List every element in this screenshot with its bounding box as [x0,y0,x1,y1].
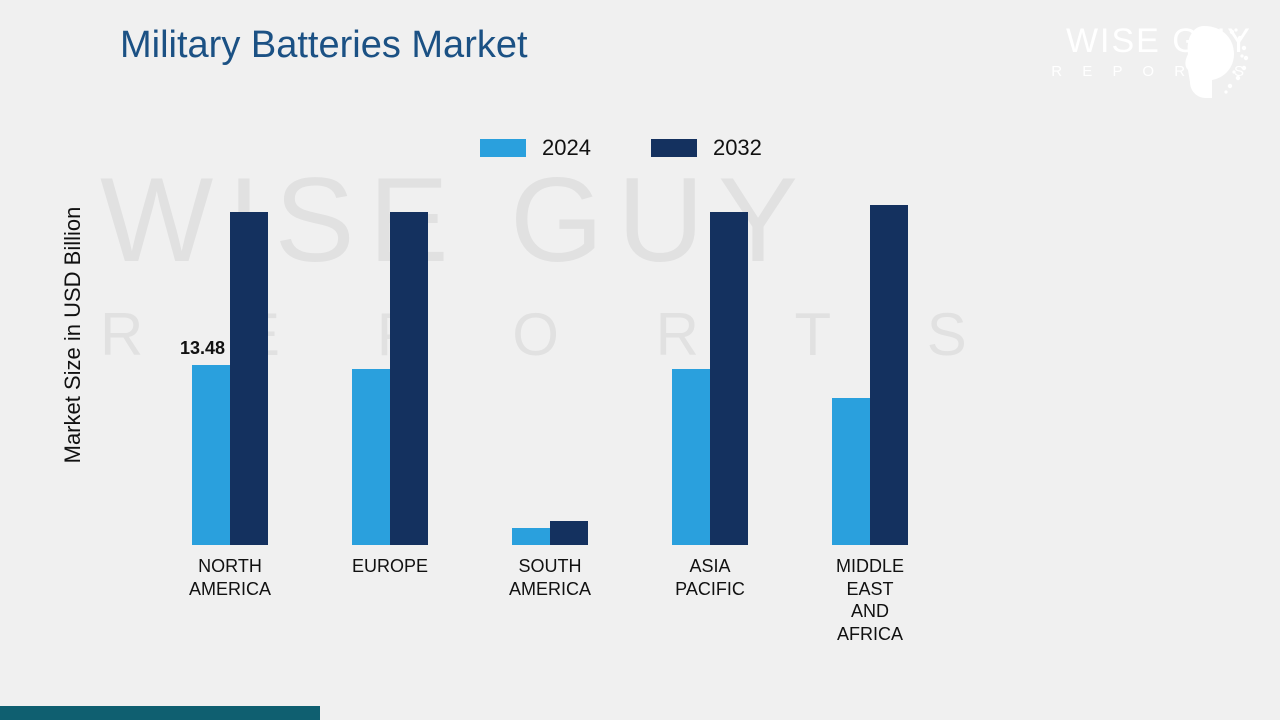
bar [832,398,870,545]
chart-title: Military Batteries Market [120,24,528,67]
bar [672,369,710,545]
y-axis-label: Market Size in USD Billion [60,135,86,535]
chart-canvas: WISE GUY R E P O R T S Military Batterie… [0,0,1280,720]
bottom-accent-strip [0,706,320,720]
logo-main-text: WISE GUY [1051,22,1252,61]
bar-value-label: 13.48 [180,338,225,359]
plot-area: 13.48NORTHAMERICAEUROPESOUTHAMERICAASIAP… [130,145,950,545]
bar [230,212,268,545]
chart-area: Market Size in USD Billion 2024 2032 13.… [60,135,960,695]
brand-logo: WISE GUY R E P O R T S [1051,22,1252,80]
bar [192,365,230,545]
x-axis-label: MIDDLEEASTANDAFRICA [800,555,940,645]
x-axis-label: ASIAPACIFIC [640,555,780,600]
x-axis-label: EUROPE [320,555,460,578]
bar [352,369,390,545]
bar [710,212,748,545]
right-panel [960,0,1280,720]
bar [390,212,428,545]
bar [550,521,588,545]
bar [512,528,550,545]
logo-sub-text: R E P O R T S [1051,63,1252,80]
x-axis-label: NORTHAMERICA [160,555,300,600]
bar [870,205,908,545]
x-axis-label: SOUTHAMERICA [480,555,620,600]
